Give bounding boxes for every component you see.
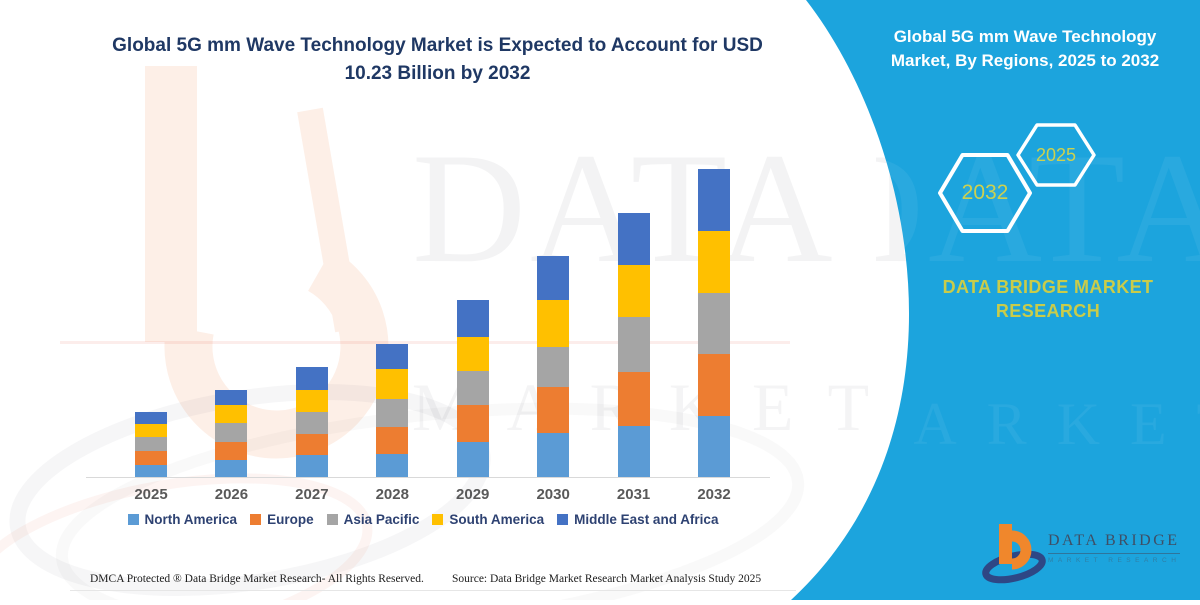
chart-legend: North America Europe Asia Pacific South Ame… bbox=[85, 512, 761, 527]
segment-europe-2030 bbox=[537, 387, 570, 434]
bar-2027 bbox=[295, 366, 328, 477]
segment-middle-east-and-africa-2031 bbox=[617, 212, 650, 266]
footer-dmca-text: DMCA Protected ® Data Bridge Market Rese… bbox=[90, 573, 424, 585]
bar-2025 bbox=[135, 412, 167, 477]
segment-europe-2026 bbox=[215, 442, 248, 460]
segment-asia-pacific-2028 bbox=[376, 399, 409, 428]
segment-south-america-2027 bbox=[295, 389, 328, 412]
segment-middle-east-and-africa-2029 bbox=[456, 300, 489, 338]
segment-north-america-2028 bbox=[376, 454, 409, 477]
footer-source-text: Source: Data Bridge Market Research Mark… bbox=[452, 573, 762, 585]
bar-2028 bbox=[376, 343, 409, 477]
segment-north-america-2029 bbox=[456, 441, 489, 477]
segment-north-america-2032 bbox=[698, 415, 730, 477]
segment-middle-east-and-africa-2030 bbox=[537, 256, 570, 300]
side-panel-shape bbox=[791, 0, 1200, 600]
segment-asia-pacific-2029 bbox=[456, 371, 489, 406]
chart-title-line1: Global 5G mm Wave Technology Market is E… bbox=[112, 35, 763, 56]
legend-swatch-north-america bbox=[127, 514, 139, 525]
x-label-2028: 2028 bbox=[375, 486, 409, 503]
segment-europe-2032 bbox=[698, 353, 730, 416]
segment-south-america-2028 bbox=[376, 368, 409, 400]
x-label-2031: 2031 bbox=[616, 486, 651, 503]
bar-2031 bbox=[617, 212, 650, 477]
chart-title: Global 5G mm Wave Technology Market is E… bbox=[85, 32, 790, 87]
segment-europe-2028 bbox=[376, 427, 409, 455]
bar-2029 bbox=[456, 300, 489, 477]
segment-north-america-2026 bbox=[215, 459, 248, 477]
legend-swatch-south-america bbox=[432, 514, 444, 525]
chart-title-line2: 10.23 Billion by 2032 bbox=[344, 62, 531, 84]
segment-europe-2027 bbox=[295, 433, 328, 456]
segment-south-america-2029 bbox=[456, 337, 489, 372]
segment-europe-2025 bbox=[135, 450, 167, 466]
x-label-2027: 2027 bbox=[295, 486, 329, 503]
segment-europe-2029 bbox=[456, 405, 489, 442]
legend-item-south-america: South America bbox=[432, 512, 544, 527]
segment-north-america-2030 bbox=[537, 433, 570, 477]
legend-item-north-america: North America bbox=[127, 512, 238, 527]
legend-label-middle-east-and-africa: Middle East and Africa bbox=[574, 512, 719, 527]
segment-north-america-2031 bbox=[617, 425, 650, 477]
segment-middle-east-and-africa-2027 bbox=[295, 366, 328, 390]
watermark-stripe bbox=[60, 341, 790, 344]
segment-europe-2031 bbox=[617, 371, 650, 426]
segment-asia-pacific-2031 bbox=[617, 317, 650, 372]
x-label-2032: 2032 bbox=[697, 486, 731, 503]
legend-item-europe: Europe bbox=[250, 512, 314, 527]
footer-divider bbox=[70, 590, 796, 591]
segment-south-america-2025 bbox=[135, 423, 167, 438]
legend-swatch-middle-east-and-africa bbox=[557, 514, 569, 525]
legend-label-europe: Europe bbox=[267, 512, 314, 527]
legend-item-middle-east-and-africa: Middle East and Africa bbox=[557, 512, 718, 527]
segment-asia-pacific-2026 bbox=[215, 423, 248, 443]
segment-middle-east-and-africa-2032 bbox=[698, 169, 730, 231]
segment-asia-pacific-2025 bbox=[135, 437, 167, 451]
watermark-b-stem bbox=[145, 66, 197, 342]
x-label-2026: 2026 bbox=[214, 486, 249, 503]
segment-asia-pacific-2027 bbox=[295, 411, 328, 434]
bar-2030 bbox=[537, 256, 570, 477]
segment-south-america-2032 bbox=[698, 230, 730, 294]
legend-swatch-europe bbox=[250, 514, 262, 525]
segment-north-america-2027 bbox=[295, 455, 328, 477]
legend-label-north-america: North America bbox=[144, 512, 238, 527]
bar-2026 bbox=[215, 389, 248, 477]
segment-middle-east-and-africa-2026 bbox=[215, 389, 248, 406]
segment-south-america-2030 bbox=[537, 299, 570, 348]
legend-label-asia-pacific: Asia Pacific bbox=[343, 512, 420, 527]
legend-swatch-asia-pacific bbox=[326, 514, 338, 525]
legend-item-asia-pacific: Asia Pacific bbox=[326, 512, 420, 527]
segment-asia-pacific-2032 bbox=[698, 293, 730, 354]
segment-middle-east-and-africa-2025 bbox=[135, 412, 167, 424]
legend-label-south-america: South America bbox=[449, 512, 545, 527]
segment-south-america-2026 bbox=[215, 405, 248, 424]
x-label-2029: 2029 bbox=[456, 486, 490, 503]
x-label-2025: 2025 bbox=[134, 486, 168, 503]
x-label-2030: 2030 bbox=[536, 486, 570, 503]
segment-asia-pacific-2030 bbox=[537, 347, 570, 388]
segment-south-america-2031 bbox=[617, 265, 650, 318]
segment-middle-east-and-africa-2028 bbox=[376, 343, 409, 369]
x-axis-line bbox=[86, 477, 770, 478]
segment-north-america-2025 bbox=[135, 465, 167, 477]
bar-2032 bbox=[698, 169, 730, 477]
watermark-b-diagonal bbox=[297, 107, 361, 333]
watermark-swoosh-3 bbox=[0, 473, 373, 605]
